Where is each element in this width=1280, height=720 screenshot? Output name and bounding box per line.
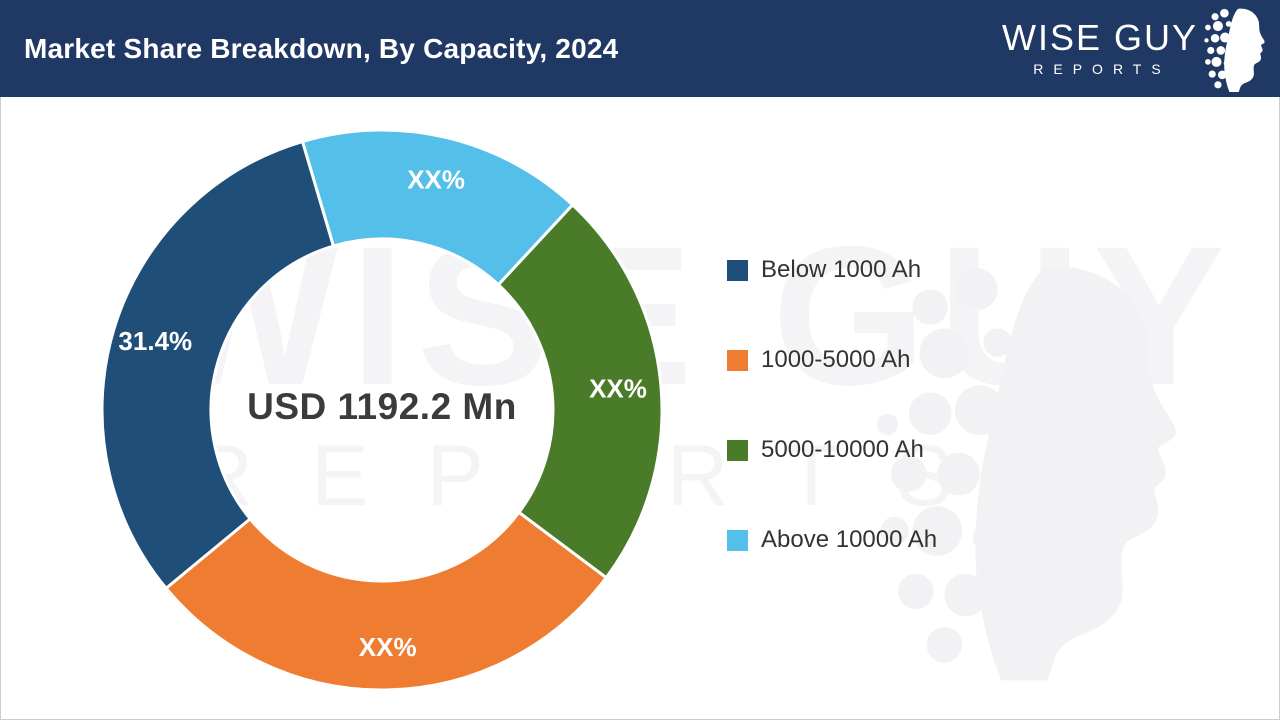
legend-swatch-1000-5000 [727,349,748,371]
legend-label-above-10000: Above 10000 Ah [761,526,938,553]
donut-slice-1000-5000-ah [163,510,609,692]
watermark-face-icon [876,266,1176,681]
legend-item-below-1000: Below 1000 Ah [727,256,937,283]
legend-label-5000-10000: 5000-10000 Ah [761,436,924,463]
donut-center-value: USD 1192.2 Mn [247,386,517,427]
slice-label-above-10000-ah: XX% [407,164,465,194]
legend-swatch-above-10000 [727,529,748,551]
logo-line1: WISE GUY [1001,17,1198,58]
logo-wordmark: WISE GUY REPORTS [1001,17,1198,78]
chart-legend: Below 1000 Ah 1000-5000 Ah 5000-10000 Ah… [727,256,938,617]
slice-label-1000-5000-ah: XX% [359,632,417,662]
chart-area: WISE GUY REPORTS XX%XX%XX%31.4% USD 1192… [0,97,1280,720]
logo-face-icon [1204,8,1265,92]
legend-label-1000-5000: 1000-5000 Ah [761,346,911,373]
legend-item-above-10000: Above 10000 Ah [727,526,938,553]
donut-slice-5000-10000-ah [496,202,664,580]
legend-item-5000-10000: 5000-10000 Ah [727,436,937,463]
legend-item-1000-5000: 1000-5000 Ah [727,346,937,373]
logo-line2: REPORTS [1033,61,1171,77]
legend-swatch-5000-10000 [727,439,748,461]
slice-label-below-1000-ah: 31.4% [118,326,192,356]
donut-chart: XX% XX% XX% 31.4% [100,128,664,692]
wise-guy-logo: WISE GUY REPORTS [1002,6,1266,92]
legend-swatch-below-1000 [727,259,748,281]
legend-label-below-1000: Below 1000 Ah [761,256,922,283]
page-title: Market Share Breakdown, By Capacity, 202… [24,32,619,64]
slice-label-5000-10000-ah: XX% [589,374,647,404]
header-bar: Market Share Breakdown, By Capacity, 202… [0,0,1280,97]
donut-slice-below-1000-ah [100,139,336,591]
